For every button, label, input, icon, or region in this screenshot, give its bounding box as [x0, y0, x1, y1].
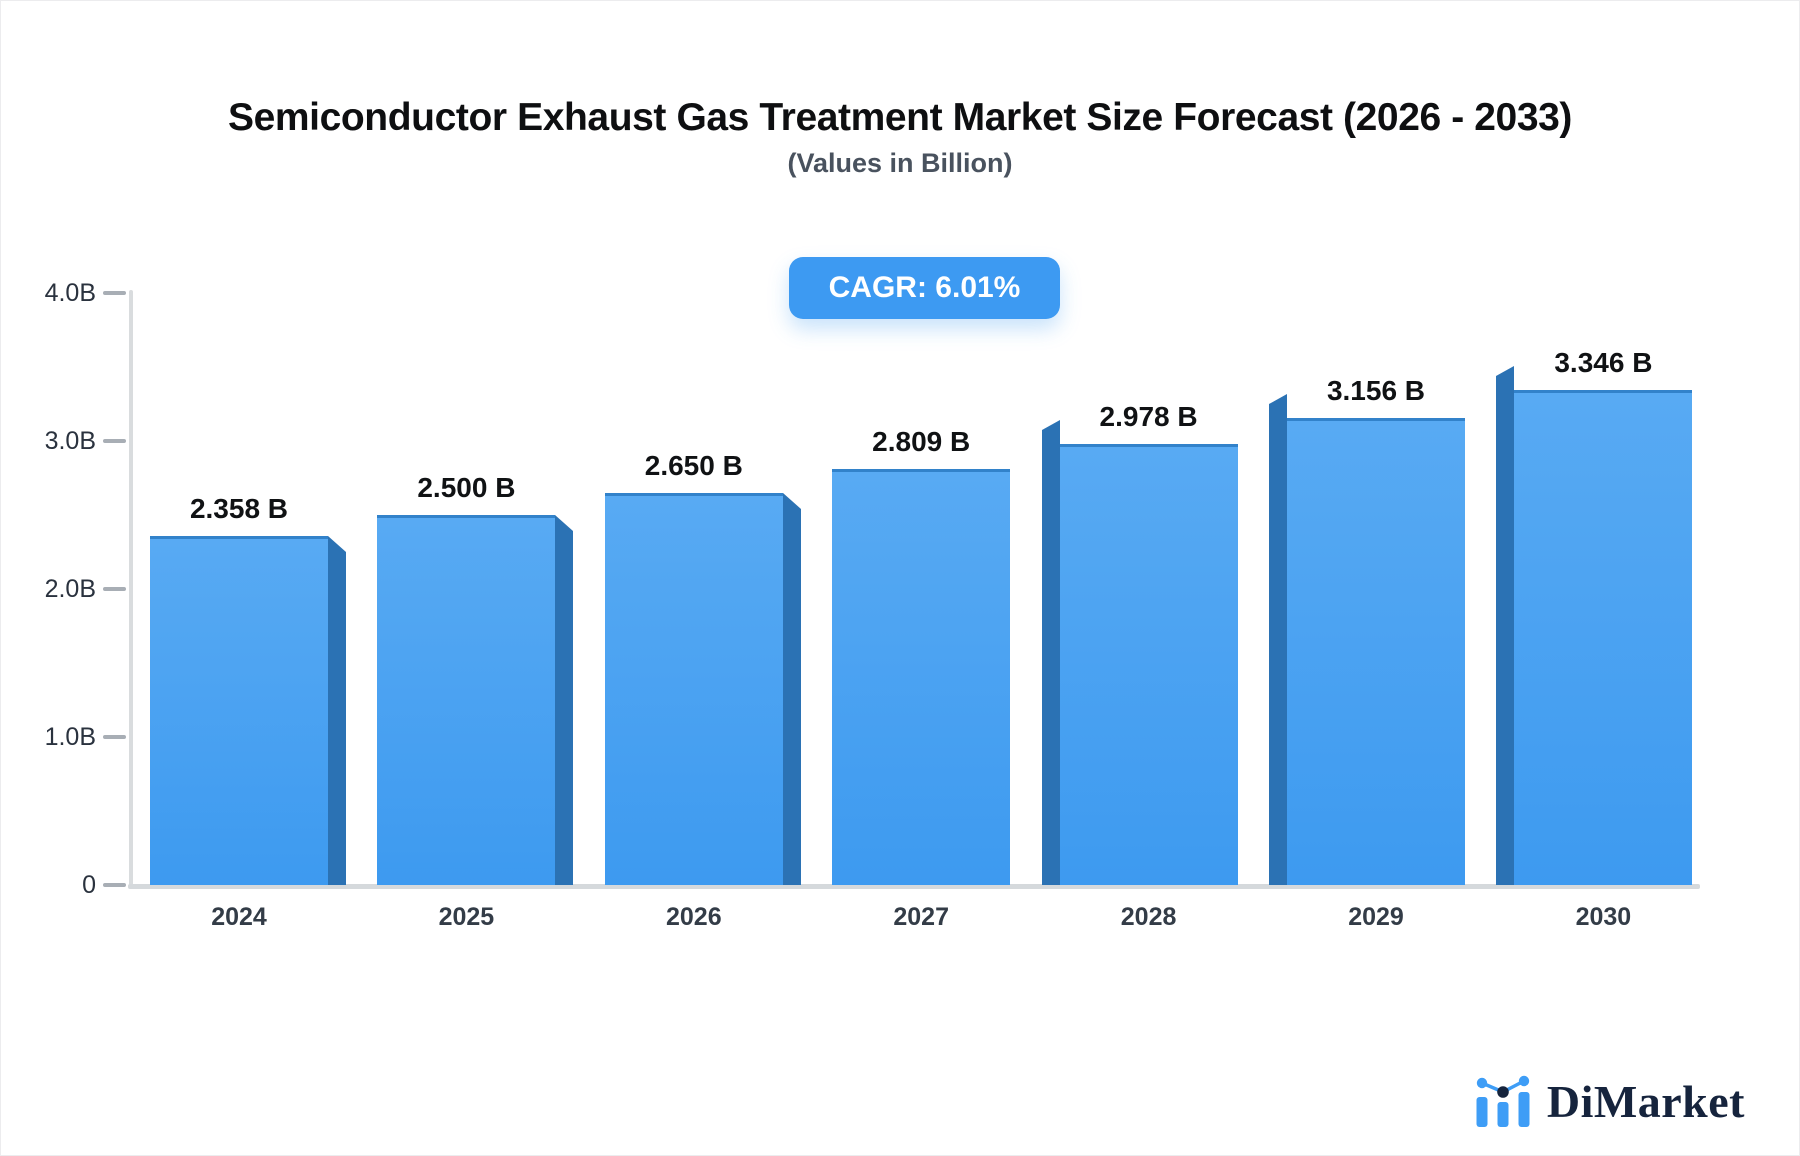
bar-value-label: 2.500 B	[417, 472, 516, 503]
bar	[1287, 418, 1465, 885]
bar-side-face	[783, 493, 801, 885]
bar-side-face	[1042, 420, 1060, 885]
y-axis-label: 1.0B	[44, 723, 96, 751]
y-axis-label: 3.0B	[44, 427, 96, 455]
bar-side-face	[555, 515, 573, 885]
bar	[832, 469, 1010, 885]
bar-value-label: 3.346 B	[1554, 347, 1653, 378]
brand-logo: DiMarket	[1473, 1072, 1745, 1130]
y-axis-label: 0	[82, 871, 96, 899]
x-axis-label: 2028	[1120, 903, 1177, 931]
x-axis-baseline	[128, 884, 1700, 889]
bar-value-label: 2.978 B	[1099, 401, 1198, 432]
cagr-badge: CAGR: 6.01%	[789, 257, 1060, 319]
bar	[1514, 390, 1692, 885]
y-axis-line	[129, 290, 133, 888]
bar-side-face	[1269, 394, 1287, 885]
y-axis-label: 4.0B	[44, 279, 96, 307]
mini-bar-chart-icon	[1476, 1075, 1530, 1127]
bar	[150, 536, 328, 885]
chart-title: Semiconductor Exhaust Gas Treatment Mark…	[227, 96, 1573, 139]
y-axis-tick	[103, 439, 126, 443]
cagr-badge-label: CAGR: 6.01%	[828, 271, 1021, 304]
bar	[377, 515, 555, 885]
x-axis-label: 2024	[211, 903, 267, 931]
y-axis-tick	[103, 587, 126, 591]
bar-value-label: 2.650 B	[644, 450, 743, 481]
brand-logo-text: DiMarket	[1546, 1075, 1745, 1127]
bar-value-label: 3.156 B	[1326, 375, 1426, 406]
bar	[605, 493, 783, 885]
bar-side-face	[1496, 366, 1514, 885]
x-axis-label: 2029	[1348, 903, 1404, 931]
x-axis-label: 2030	[1575, 903, 1632, 931]
x-axis-label: 2026	[665, 903, 722, 931]
x-axis-label: 2027	[893, 903, 949, 931]
bar-value-label: 2.809 B	[872, 426, 971, 457]
y-axis-label: 2.0B	[44, 575, 96, 603]
y-axis-tick	[103, 883, 126, 887]
x-axis-label: 2025	[438, 903, 495, 931]
chart-subtitle: (Values in Billion)	[787, 148, 1013, 178]
y-axis-tick	[103, 291, 126, 295]
bar-value-label: 2.358 B	[189, 493, 289, 524]
bar	[1060, 444, 1238, 885]
y-axis-tick	[103, 735, 126, 739]
bar-side-face	[328, 536, 346, 885]
